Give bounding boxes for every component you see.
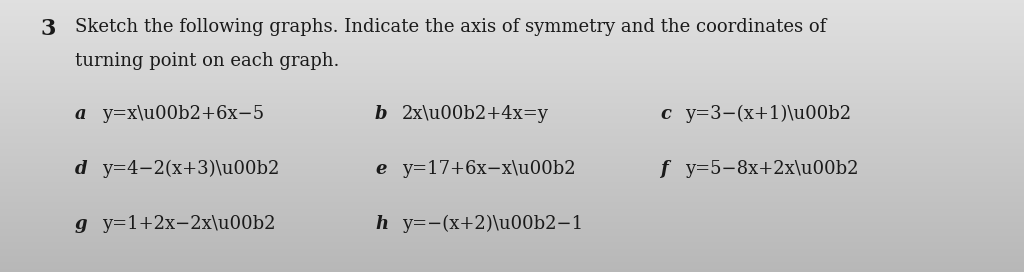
Text: y=3−(x+1)\u00b2: y=3−(x+1)\u00b2 <box>685 105 851 123</box>
Text: y=4−2(x+3)\u00b2: y=4−2(x+3)\u00b2 <box>102 160 280 178</box>
Text: y=5−8x+2x\u00b2: y=5−8x+2x\u00b2 <box>685 160 858 178</box>
Text: h: h <box>375 215 388 233</box>
Text: b: b <box>375 105 388 123</box>
Text: y=17+6x−x\u00b2: y=17+6x−x\u00b2 <box>402 160 575 178</box>
Text: a: a <box>75 105 87 123</box>
Text: d: d <box>75 160 88 178</box>
Text: 2x\u00b2+4x=y: 2x\u00b2+4x=y <box>402 105 549 123</box>
Text: 3: 3 <box>40 18 55 40</box>
Text: turning point on each graph.: turning point on each graph. <box>75 52 339 70</box>
Text: e: e <box>375 160 386 178</box>
Text: f: f <box>660 160 668 178</box>
Text: g: g <box>75 215 88 233</box>
Text: y=x\u00b2+6x−5: y=x\u00b2+6x−5 <box>102 105 264 123</box>
Text: y=−(x+2)\u00b2−1: y=−(x+2)\u00b2−1 <box>402 215 583 233</box>
Text: y=1+2x−2x\u00b2: y=1+2x−2x\u00b2 <box>102 215 275 233</box>
Text: Sketch the following graphs. Indicate the axis of symmetry and the coordinates o: Sketch the following graphs. Indicate th… <box>75 18 826 36</box>
Text: c: c <box>660 105 671 123</box>
